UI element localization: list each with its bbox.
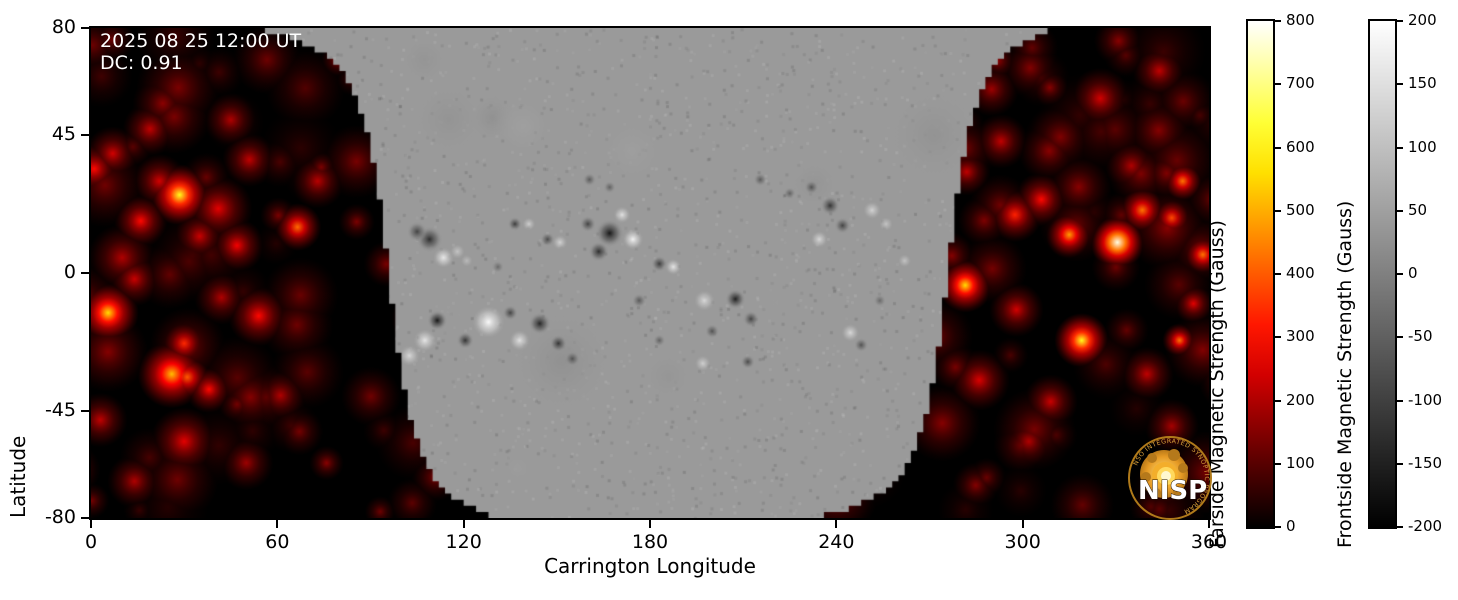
cb1-tick-mark [1275,399,1281,402]
cb2-tick-label: -100 [1408,390,1443,409]
cb1-tick-label: 500 [1286,200,1315,219]
map-annotation: 2025 08 25 12:00 UT DC: 0.91 [100,30,301,74]
cb1-tick-label: 100 [1286,453,1315,472]
cb2-tick-mark [1397,336,1403,339]
logo-text: NISP [1138,476,1207,506]
cb2-tick-mark [1397,273,1403,275]
cb1-tick-label: 800 [1286,11,1315,29]
cb2-tick-label: 100 [1408,137,1437,156]
cb2-tick-label: -200 [1408,517,1443,535]
cb1-tick-mark [1275,462,1281,465]
cb1-tick-label: 400 [1286,264,1315,282]
logo-ring [1128,436,1212,520]
cb1-tick-mark [1275,146,1281,149]
cb2-tick-mark [1397,209,1403,212]
cb2-tick-mark [1397,20,1403,22]
x-tick-mark [90,520,92,528]
cb2-tick-mark [1397,146,1403,149]
cb1-tick-mark [1275,526,1281,528]
x-tick-label: 180 [631,531,669,553]
x-axis-label: Carrington Longitude [544,554,756,578]
cb1-tick-label: 200 [1286,390,1315,409]
y-tick-label: -80 [44,506,76,528]
x-tick-mark [649,520,651,528]
cb1-tick-mark [1275,273,1281,275]
plot-area [89,26,1211,520]
x-tick-label: 360 [1190,531,1228,553]
x-tick-label: 0 [84,531,98,553]
x-tick-mark [276,520,279,528]
y-tick-mark [81,409,89,412]
x-tick-label: 120 [445,531,482,553]
farside-colorbar [1246,19,1275,529]
x-tick-mark [462,520,465,528]
cb2-tick-label: 0 [1408,264,1418,282]
x-tick-label: 240 [818,531,855,553]
cb2-tick-label: 150 [1408,74,1437,93]
cb1-tick-label: 600 [1286,137,1315,156]
x-tick-mark [1208,520,1210,528]
cb2-tick-label: 200 [1408,11,1437,29]
cb2-tick-mark [1397,83,1403,86]
y-axis-label: Latitude [6,435,30,518]
cb1-tick-label: 0 [1286,517,1296,535]
x-tick-mark [835,520,838,528]
cb1-tick-mark [1275,209,1281,212]
cb2-tick-mark [1397,399,1403,402]
cb1-tick-mark [1275,336,1281,339]
annotation-date: 2025 08 25 12:00 UT [100,30,302,52]
cb2-tick-mark [1397,462,1403,465]
y-tick-mark [81,272,89,274]
cb2-tick-label: 50 [1408,200,1428,219]
y-tick-mark [81,517,89,519]
cb2-tick-mark [1397,526,1403,528]
cb1-tick-label: 700 [1286,74,1315,93]
y-tick-mark [81,27,89,29]
frontside-colorbar-label: Frontside Magnetic Strength (Gauss) [1334,200,1356,548]
logo-sun [1140,449,1188,498]
frontside-colorbar [1368,19,1397,529]
cb1-tick-label: 300 [1286,327,1315,346]
cb1-tick-mark [1275,20,1281,22]
y-tick-label: -45 [44,398,76,421]
x-tick-label: 60 [265,531,290,553]
cb1-tick-mark [1275,83,1281,86]
y-tick-label: 80 [51,16,76,38]
cb2-tick-label: -50 [1408,327,1433,346]
nisp-logo: NSO INTEGRATED SYNOPTIC PROGRAM NISP [1128,436,1212,520]
synoptic-map-canvas [91,28,1209,518]
x-tick-mark [1021,520,1024,528]
cb2-tick-label: -150 [1408,453,1443,472]
annotation-dc: DC: 0.91 [100,52,183,74]
y-tick-label: 45 [51,123,76,146]
x-tick-label: 300 [1004,531,1041,553]
y-tick-label: 0 [63,261,76,283]
y-tick-mark [81,134,89,137]
